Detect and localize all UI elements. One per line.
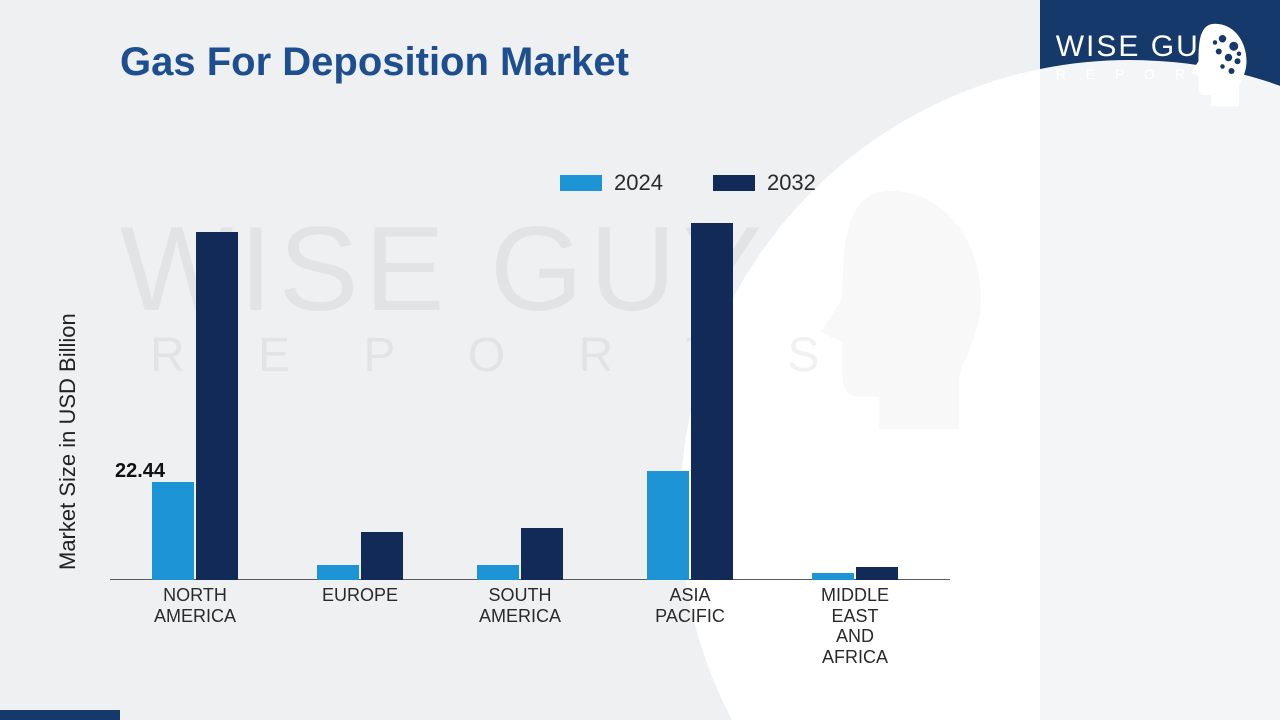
bar-2024 — [317, 565, 359, 580]
bar-2024 — [152, 482, 194, 580]
chart-title: Gas For Deposition Market — [120, 40, 629, 85]
chart-stage: WISE GUY R E P O R T S Gas For Depositio… — [0, 0, 1280, 720]
x-axis-label: NORTHAMERICA — [130, 585, 260, 626]
bar-group — [640, 223, 740, 580]
bar-2024 — [647, 471, 689, 580]
bar-group — [470, 528, 570, 580]
x-axis-label: EUROPE — [295, 585, 425, 606]
legend-item-2032: 2032 — [713, 170, 816, 196]
legend-item-2024: 2024 — [560, 170, 663, 196]
x-axis-label: ASIAPACIFIC — [625, 585, 755, 626]
x-axis-label: SOUTHAMERICA — [455, 585, 585, 626]
bar-2032 — [856, 567, 898, 580]
x-axis-label: MIDDLEEASTANDAFRICA — [790, 585, 920, 668]
bar-2032 — [521, 528, 563, 580]
bar-group — [310, 532, 410, 580]
bar-2024 — [812, 573, 854, 580]
bar-group — [145, 232, 245, 580]
footer-strip — [0, 710, 120, 720]
plot-area: 22.44 — [110, 210, 950, 580]
bar-group — [805, 567, 905, 580]
legend-label-2032: 2032 — [767, 170, 816, 196]
y-axis-label: Market Size in USD Billion — [55, 313, 81, 570]
bar-2032 — [361, 532, 403, 580]
legend: 2024 2032 — [560, 170, 816, 196]
bar-2032 — [196, 232, 238, 580]
legend-swatch-2032 — [713, 175, 755, 191]
x-axis-labels: NORTHAMERICA EUROPE SOUTHAMERICA ASIAPACIFI… — [110, 585, 950, 705]
legend-swatch-2024 — [560, 175, 602, 191]
brand-head-icon — [1175, 20, 1255, 110]
legend-label-2024: 2024 — [614, 170, 663, 196]
bar-2032 — [691, 223, 733, 580]
bar-2024 — [477, 565, 519, 580]
